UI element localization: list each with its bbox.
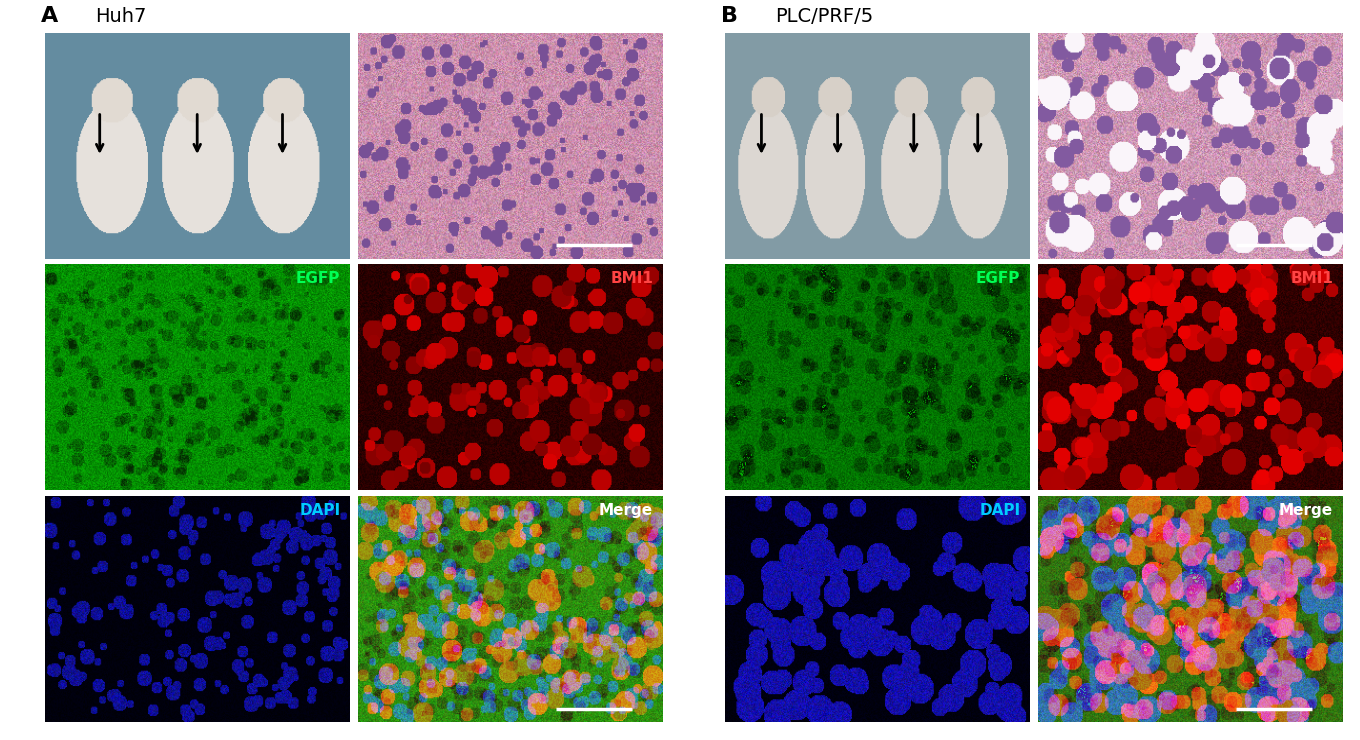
Text: DAPI: DAPI <box>299 503 340 518</box>
Text: BMI1: BMI1 <box>611 271 653 286</box>
Text: EGFP: EGFP <box>296 271 340 286</box>
Text: EGFP: EGFP <box>976 271 1020 286</box>
Text: B: B <box>721 6 738 26</box>
Text: Huh7: Huh7 <box>95 7 147 26</box>
Text: Merge: Merge <box>1278 503 1333 518</box>
Text: BMI1: BMI1 <box>1291 271 1333 286</box>
Text: DAPI: DAPI <box>979 503 1020 518</box>
Text: Merge: Merge <box>598 503 653 518</box>
Text: PLC/PRF/5: PLC/PRF/5 <box>775 7 873 26</box>
Text: A: A <box>41 6 58 26</box>
